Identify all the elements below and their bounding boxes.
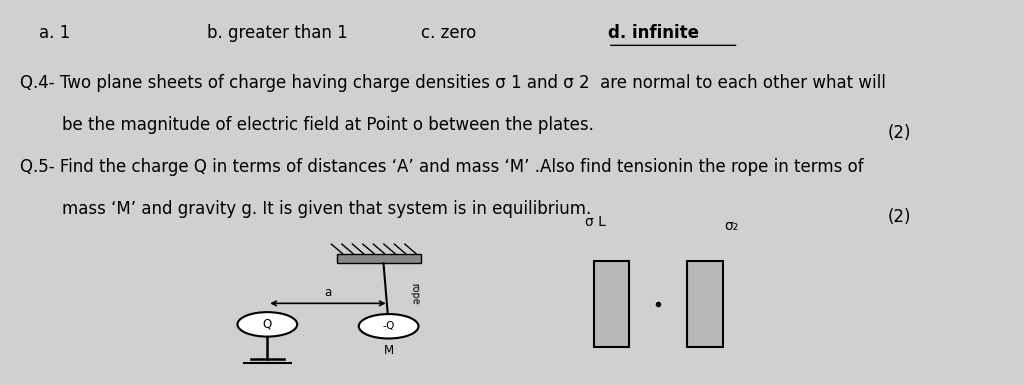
Text: be the magnitude of electric field at Point o between the plates.: be the magnitude of electric field at Po… xyxy=(20,116,594,134)
Text: Q.4- Two plane sheets of charge having charge densities σ 1 and σ 2  are normal : Q.4- Two plane sheets of charge having c… xyxy=(20,74,886,92)
Bar xyxy=(337,254,421,263)
Text: Q.5- Find the charge Q in terms of distances ‘A’ and mass ‘M’ .Also find tension: Q.5- Find the charge Q in terms of dista… xyxy=(20,158,863,176)
Text: (2): (2) xyxy=(888,124,911,142)
Text: c. zero: c. zero xyxy=(421,24,476,42)
Text: rope: rope xyxy=(410,283,420,305)
Bar xyxy=(687,261,723,347)
Text: a: a xyxy=(325,286,332,299)
Circle shape xyxy=(238,312,297,336)
Circle shape xyxy=(358,314,419,338)
Text: σ L: σ L xyxy=(585,216,605,229)
Text: a. 1: a. 1 xyxy=(39,24,70,42)
Text: (2): (2) xyxy=(888,208,911,226)
Text: σ₂: σ₂ xyxy=(725,219,738,233)
Text: b. greater than 1: b. greater than 1 xyxy=(207,24,347,42)
Text: -Q: -Q xyxy=(382,321,395,331)
Bar xyxy=(594,261,630,347)
Text: Q: Q xyxy=(263,318,272,331)
Text: M: M xyxy=(384,344,393,357)
Text: d. infinite: d. infinite xyxy=(608,24,699,42)
Text: mass ‘M’ and gravity g. It is given that system is in equilibrium.: mass ‘M’ and gravity g. It is given that… xyxy=(20,200,591,218)
